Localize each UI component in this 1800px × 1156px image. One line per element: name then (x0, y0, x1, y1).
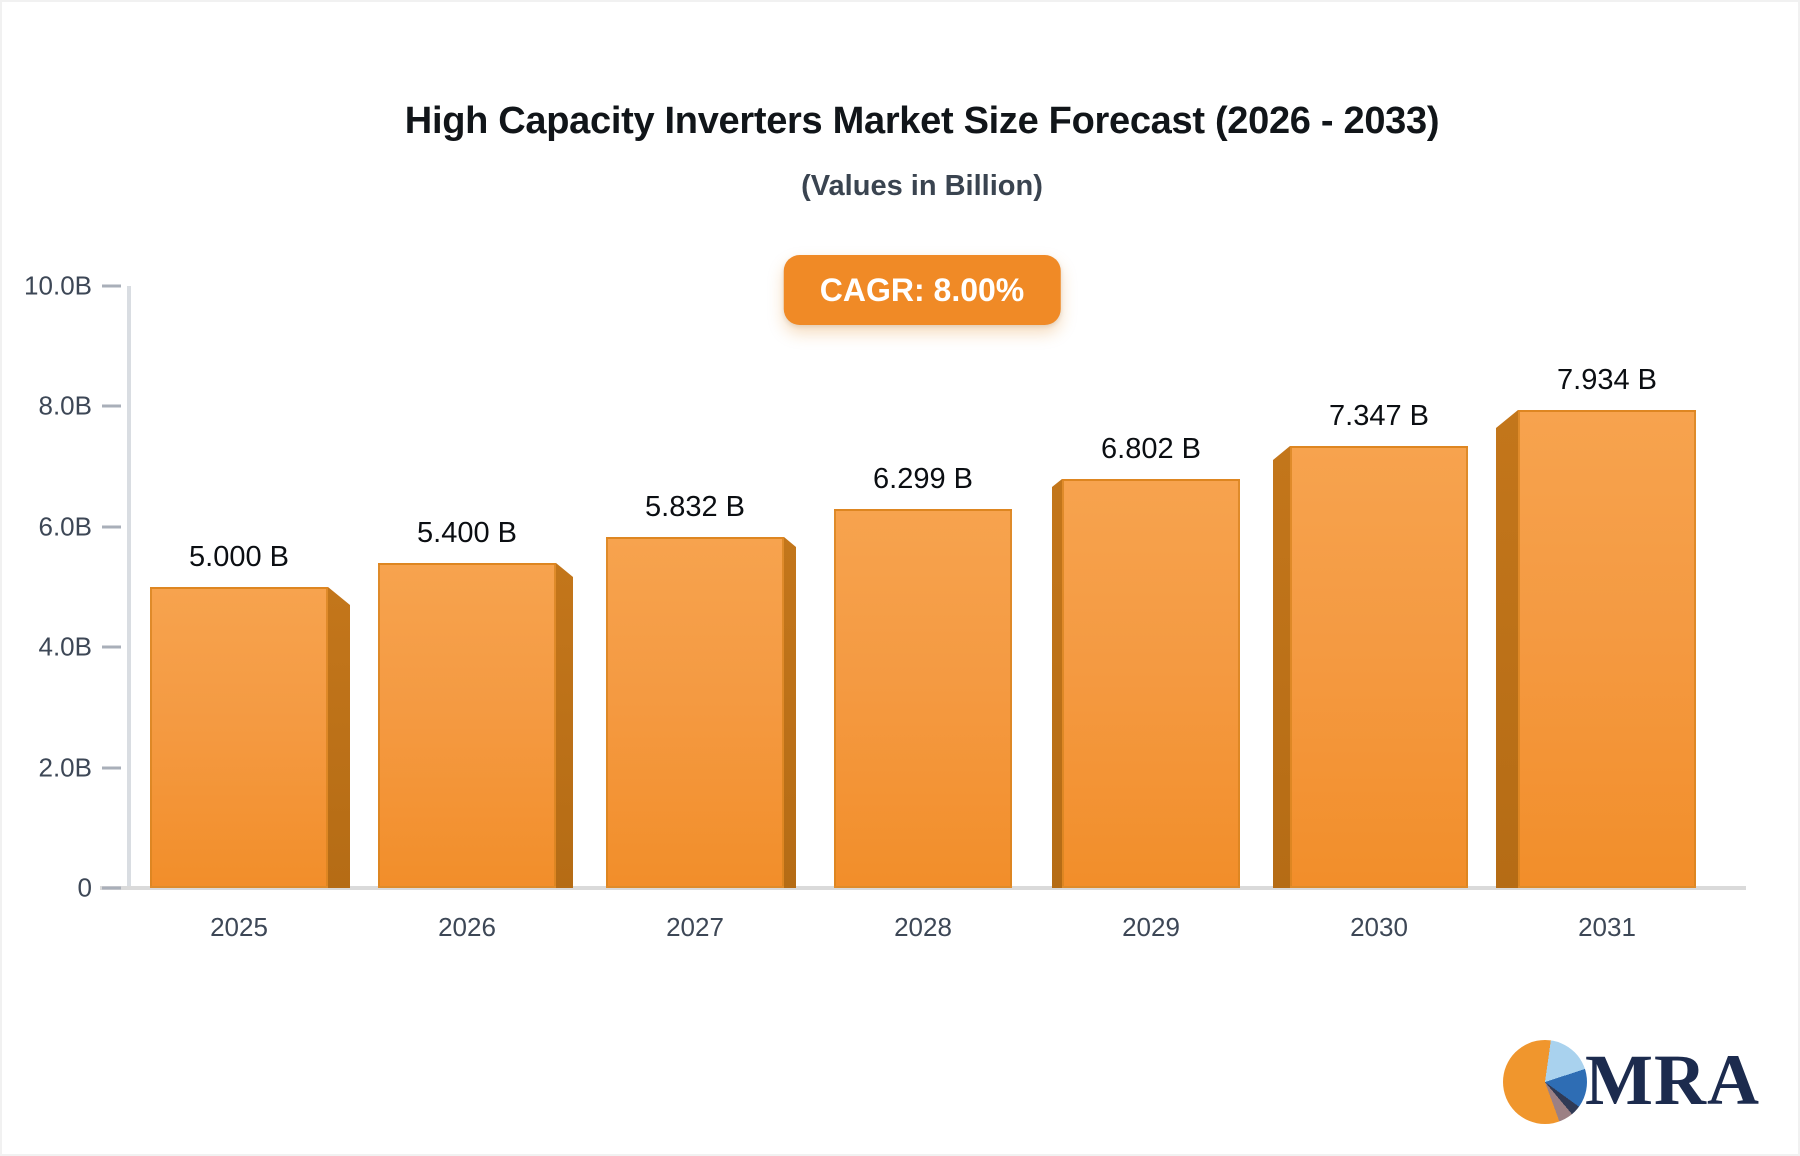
logo-text: MRA (1585, 1040, 1760, 1120)
y-axis-tick-label: 6.0B (38, 511, 93, 542)
x-axis-label-2025: 2025 (210, 912, 268, 942)
bar-value-label: 7.347 B (1329, 400, 1429, 432)
cagr-badge-label: CAGR: 8.00% (819, 271, 1025, 308)
bar-value-label: 7.934 B (1557, 364, 1657, 396)
x-axis-label-2026: 2026 (438, 912, 496, 942)
y-axis-tick-mark (102, 525, 121, 529)
x-axis-label-2030: 2030 (1350, 912, 1408, 942)
bar-2027[interactable] (606, 537, 784, 888)
y-axis-tick-mark (102, 766, 121, 770)
bar-2029[interactable] (1062, 479, 1240, 888)
bar-value-label: 5.400 B (417, 517, 517, 549)
bar-2031[interactable] (1518, 410, 1696, 888)
bar-value-label: 5.832 B (645, 491, 745, 523)
bar-3d-side (784, 537, 796, 888)
y-axis-tick-mark (102, 404, 121, 408)
logo-pie-icon (1503, 1040, 1587, 1124)
bar-3d-side (328, 587, 350, 888)
x-axis-label-2028: 2028 (894, 912, 952, 942)
bar-3d-side (1052, 479, 1062, 888)
x-axis-label-2031: 2031 (1578, 912, 1636, 942)
bar-2030[interactable] (1290, 446, 1468, 888)
brand-logo: MRA (1503, 1030, 1759, 1130)
y-axis-tick-mark (102, 886, 121, 890)
bar-value-label: 6.802 B (1101, 433, 1201, 465)
bar-3d-side (1273, 446, 1290, 888)
bar-2025[interactable] (150, 587, 328, 888)
bar-3d-side (556, 563, 573, 888)
chart-title: High Capacity Inverters Market Size Fore… (404, 100, 1440, 142)
y-axis-line (127, 286, 131, 890)
x-axis-baseline (100, 886, 1746, 890)
bar-3d-side (1496, 410, 1518, 888)
bar-value-label: 5.000 B (189, 541, 289, 573)
bar-2026[interactable] (378, 563, 556, 888)
x-axis-label-2027: 2027 (666, 912, 724, 942)
x-axis-label-2029: 2029 (1122, 912, 1180, 942)
y-axis-tick-mark (102, 645, 121, 649)
cagr-badge: CAGR: 8.00% (783, 255, 1061, 325)
y-axis-tick-label: 10.0B (24, 270, 92, 301)
bar-value-label: 6.299 B (873, 463, 973, 495)
y-axis-tick-mark (102, 284, 121, 288)
y-axis-tick-label: 4.0B (38, 631, 93, 662)
chart-subtitle: (Values in Billion) (801, 170, 1043, 202)
y-axis-tick-label: 0 (77, 872, 92, 903)
y-axis-tick-label: 2.0B (38, 752, 93, 783)
y-axis-tick-label: 8.0B (38, 390, 93, 421)
bar-2028[interactable] (834, 509, 1012, 888)
